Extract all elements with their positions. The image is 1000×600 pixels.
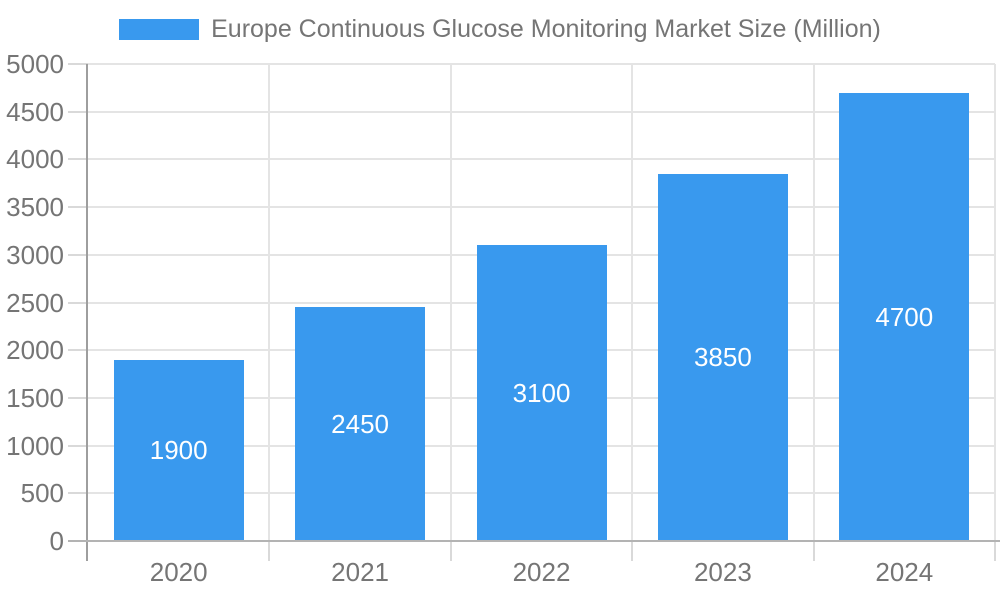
x-axis-tick-label: 2020 (149, 557, 208, 587)
y-axis-line (86, 64, 88, 561)
gridline-vertical (631, 64, 634, 541)
bar (295, 307, 426, 541)
gridline-vertical (449, 64, 452, 541)
plot-area: 1900 2450 3100 3850 4700 (88, 63, 996, 541)
gridline-horizontal (88, 63, 995, 65)
x-axis-tick-label: 2022 (512, 557, 571, 587)
gridline-horizontal (88, 206, 995, 209)
y-axis-tick-label: 0 (49, 526, 64, 556)
x-axis-tick (268, 541, 271, 561)
bar (476, 245, 607, 541)
y-axis-tick (68, 396, 88, 399)
x-axis-tick-label: 2024 (875, 557, 934, 587)
y-axis-tick-label: 5000 (6, 49, 64, 79)
gridline-vertical (268, 64, 271, 541)
y-axis-tick-label: 2500 (6, 287, 64, 318)
y-axis-tick (68, 301, 88, 304)
y-axis-tick-label: 3000 (6, 239, 64, 270)
bar (839, 92, 970, 541)
y-axis-tick-label: 4000 (6, 144, 64, 175)
bar (657, 173, 788, 541)
y-axis-tick (68, 349, 88, 352)
x-axis-tick (994, 541, 996, 561)
y-axis-tick (68, 110, 88, 113)
y-axis-tick (68, 253, 88, 256)
y-axis-tick (68, 63, 88, 65)
gridline-horizontal (88, 110, 995, 113)
bar (113, 359, 244, 541)
gridline-horizontal (88, 158, 995, 161)
bar-value-label: 3850 (693, 342, 752, 373)
legend-label: Europe Continuous Glucose Monitoring Mar… (211, 15, 881, 43)
gridline-vertical (994, 64, 996, 541)
x-axis-tick (812, 541, 815, 561)
y-axis-tick-label: 500 (20, 478, 64, 509)
bar-value-label: 1900 (149, 435, 208, 466)
y-axis-tick-label: 3500 (6, 192, 64, 223)
x-axis-tick-label: 2023 (693, 557, 752, 587)
y-axis-tick-label: 2000 (6, 335, 64, 366)
y-axis-tick (68, 206, 88, 209)
y-axis-tick (68, 444, 88, 447)
bar-value-label: 4700 (875, 301, 934, 332)
bar-value-label: 2450 (331, 409, 390, 440)
x-axis-tick (631, 541, 634, 561)
y-axis-tick-label: 1500 (6, 382, 64, 413)
legend[interactable]: Europe Continuous Glucose Monitoring Mar… (0, 14, 1000, 45)
y-axis-tick (68, 492, 88, 495)
y-axis-tick (68, 158, 88, 161)
y-axis-tick-label: 4500 (6, 96, 64, 127)
legend-swatch (119, 19, 200, 40)
x-axis-line (68, 540, 1000, 542)
gridline-vertical (812, 64, 815, 541)
x-axis-tick-label: 2021 (331, 557, 389, 587)
bar-value-label: 3100 (512, 378, 571, 409)
y-axis-tick-label: 1000 (6, 430, 64, 461)
x-axis-tick (449, 541, 452, 561)
